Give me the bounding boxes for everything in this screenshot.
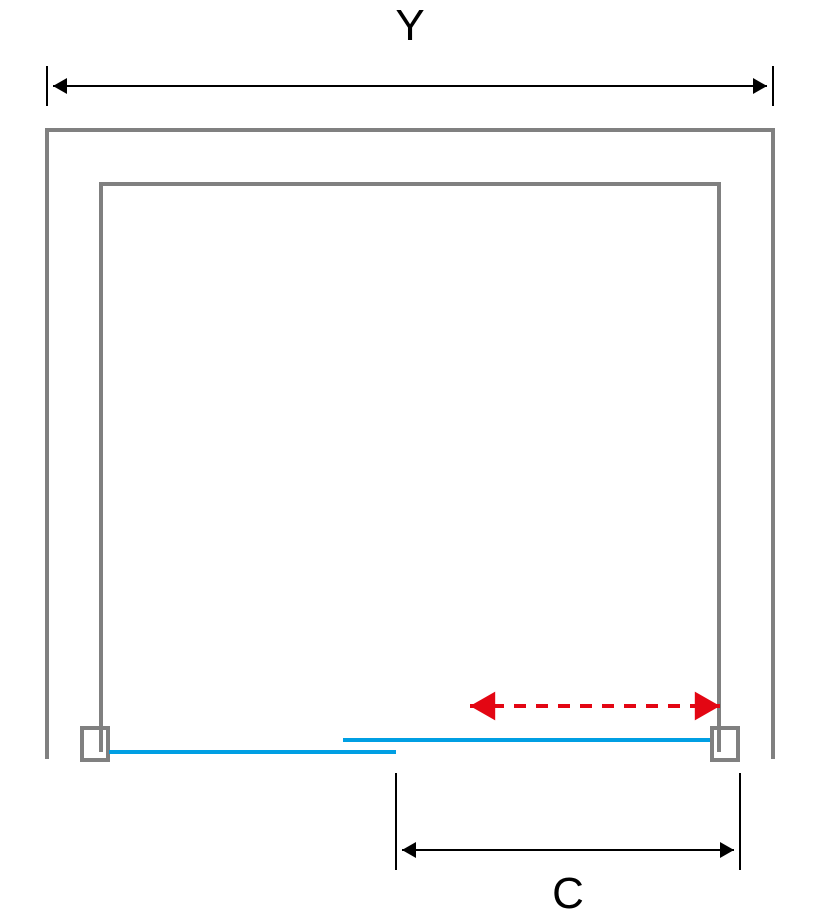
inner-frame	[101, 184, 719, 752]
bracket-right	[712, 728, 738, 760]
diagram-svg: Y C	[0, 0, 820, 920]
c-dim-label: C	[552, 869, 584, 918]
diagram-canvas: Y C	[0, 0, 820, 920]
y-dim-label: Y	[395, 1, 424, 50]
bracket-left	[82, 728, 108, 760]
outer-frame	[47, 130, 773, 759]
